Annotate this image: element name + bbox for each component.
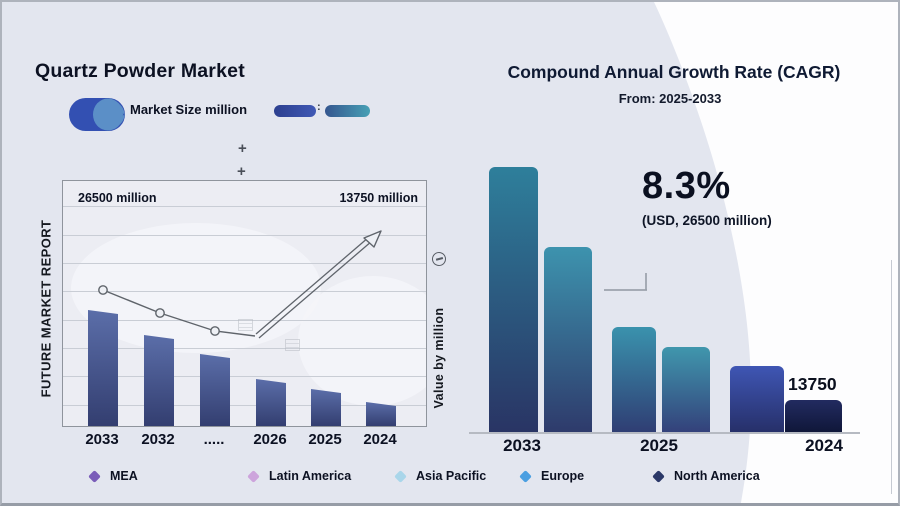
legend-marker-0	[88, 469, 101, 483]
gridline-7	[63, 405, 426, 406]
legend-label-4: North America	[674, 469, 760, 483]
market-size-label: Market Size million	[130, 102, 248, 117]
left-x-label-.....: .....	[203, 431, 225, 448]
right-x-label-2033: 2033	[503, 436, 541, 455]
callout-bracket-vertical	[645, 273, 647, 290]
legend-marker-2	[394, 469, 407, 483]
legend-item-europe: Europe	[519, 469, 585, 483]
trend-line-and-arrow	[98, 230, 382, 339]
left-bar-2026	[256, 379, 286, 426]
left-x-label-2032: 2032	[141, 431, 175, 448]
faint-table-icon-1	[238, 319, 253, 331]
legend-label-3: Europe	[541, 469, 585, 483]
circle-minus-icon	[430, 250, 448, 268]
right-chart-value-label: 13750	[788, 374, 837, 394]
plus-mark-1: +	[238, 140, 247, 157]
left-bar-2025	[311, 389, 341, 426]
legend-item-mea: MEA	[88, 469, 138, 483]
left-x-label-2025: 2025	[308, 431, 342, 448]
cagr-note: (USD, 26500 million)	[642, 213, 772, 228]
legend-label-1: Latin America	[269, 469, 352, 483]
right-x-label-2025: 2025	[640, 436, 678, 455]
cagr-title: Compound Annual Growth Rate (CAGR)	[507, 62, 841, 82]
cagr-subtitle: From: 2025-2033	[618, 91, 722, 106]
legend-label-0: MEA	[110, 469, 138, 483]
market-size-cylinder-icon	[69, 98, 125, 131]
right-bar-2033-1	[489, 167, 538, 433]
gridline-3	[63, 291, 426, 292]
callout-bracket-horizontal	[604, 289, 647, 291]
gridline-5	[63, 348, 426, 349]
gridline-2	[63, 263, 426, 264]
left-axis-title: FUTURE MARKET REPORT	[38, 219, 54, 398]
gridline-6	[63, 376, 426, 377]
left-x-label-2026: 2026	[253, 431, 287, 448]
right-x-label-2024: 2024	[805, 436, 843, 455]
legend-item-latin-america: Latin America	[247, 469, 352, 483]
left-chart-min-label: 13750 million	[339, 191, 418, 205]
legend-item-asia-pacific: Asia Pacific	[394, 469, 487, 483]
left-bar-.....	[200, 354, 230, 426]
legend-marker-4	[652, 469, 665, 483]
right-chart-axis-line	[469, 432, 860, 434]
left-chart-max-label: 26500 million	[78, 191, 157, 205]
legend-label-2: Asia Pacific	[416, 469, 487, 483]
page-title: Quartz Powder Market	[35, 60, 245, 82]
gridline-0	[63, 206, 426, 207]
right-bar-2033-2	[544, 247, 592, 433]
right-axis-title: Value by million	[432, 307, 446, 409]
ratio-separator: :	[317, 101, 321, 113]
panel-wave-decor-2	[298, 276, 426, 406]
plus-mark-2: +	[237, 163, 246, 180]
ratio-pill-right	[325, 105, 370, 117]
right-bar-2025-1	[612, 327, 656, 433]
left-bar-2033	[88, 310, 118, 426]
gridline-1	[63, 235, 426, 236]
ratio-pill-left	[274, 105, 316, 117]
cagr-value: 8.3%	[642, 165, 731, 207]
legend-item-north-america: North America	[652, 469, 760, 483]
right-panel-edge	[891, 260, 892, 494]
legend-marker-1	[247, 469, 260, 483]
left-bar-2024	[366, 402, 396, 426]
legend-marker-3	[519, 469, 532, 483]
left-chart-panel: 26500 million 13750 million	[62, 180, 427, 427]
left-x-label-2024: 2024	[363, 431, 397, 448]
left-x-label-2033: 2033	[85, 431, 119, 448]
right-bar-2025-2	[662, 347, 710, 433]
right-bar-2024-2	[785, 400, 842, 433]
right-bar-2024-1	[730, 366, 784, 433]
faint-table-icon-2	[285, 339, 300, 351]
left-bar-2032	[144, 335, 174, 426]
